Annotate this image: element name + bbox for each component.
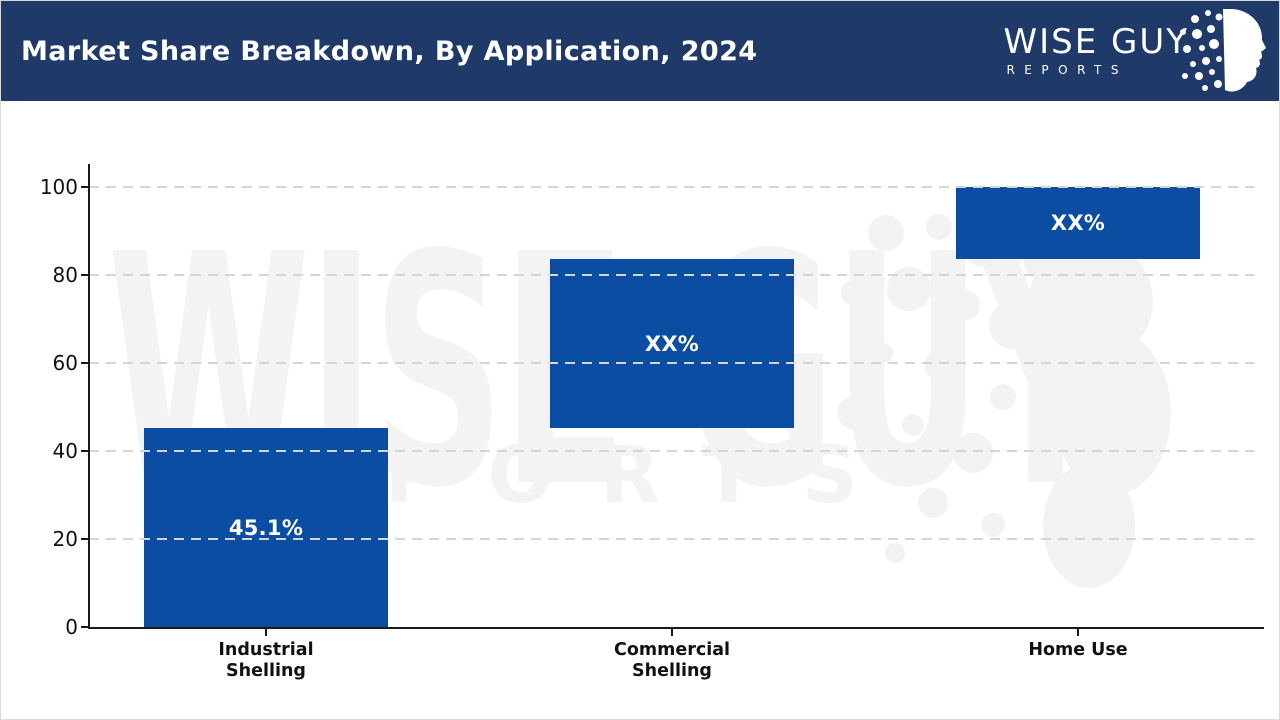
x-category-label-0: Industrial Shelling: [218, 640, 314, 681]
x-category-label-1: Commercial Shelling: [613, 640, 730, 681]
bar-1: XX%: [550, 259, 794, 429]
bar-0: 45.1%: [144, 428, 388, 627]
logo-text: WISE GUY REPORTS: [1003, 25, 1189, 77]
bar-value-label: XX%: [644, 331, 700, 356]
gridline-100: [89, 185, 1254, 188]
x-axis-line: [88, 627, 1264, 629]
y-tick-40: [81, 449, 88, 452]
y-tick-100: [81, 185, 88, 188]
logo-face-icon: [1180, 9, 1266, 92]
y-tick-label-20: 20: [52, 526, 78, 551]
x-tick-1: [671, 629, 673, 636]
y-tick-label-40: 40: [52, 438, 78, 463]
x-category-label-2: Home Use: [1028, 640, 1128, 660]
logo-sub-label: REPORTS: [1006, 63, 1128, 77]
y-tick-label-60: 60: [52, 350, 78, 375]
y-tick-label-0: 0: [65, 615, 78, 639]
x-tick-0: [265, 629, 267, 636]
gridline-60: [89, 361, 1254, 364]
brand-logo: WISE GUY REPORTS: [1003, 3, 1267, 99]
watermark-face-icon: [837, 214, 1171, 588]
y-tick-20: [81, 537, 88, 540]
bar-value-label: XX%: [1050, 210, 1106, 235]
bar-value-label: 45.1%: [228, 515, 304, 540]
gridline-40: [89, 449, 1254, 452]
y-tick-80: [81, 273, 88, 276]
y-tick-0: [81, 626, 88, 628]
page-title: Market Share Breakdown, By Application, …: [21, 35, 758, 67]
y-tick-label-80: 80: [52, 262, 78, 287]
y-tick-label-100: 100: [39, 174, 78, 199]
logo-brand-label: WISE GUY: [1003, 22, 1189, 62]
gridline-20: [89, 537, 1254, 540]
x-tick-2: [1077, 629, 1079, 636]
y-axis-line: [88, 164, 90, 629]
bar-2: XX%: [956, 186, 1200, 260]
gridline-80: [89, 273, 1254, 276]
y-tick-60: [81, 361, 88, 364]
header-banner: Market Share Breakdown, By Application, …: [1, 1, 1279, 101]
